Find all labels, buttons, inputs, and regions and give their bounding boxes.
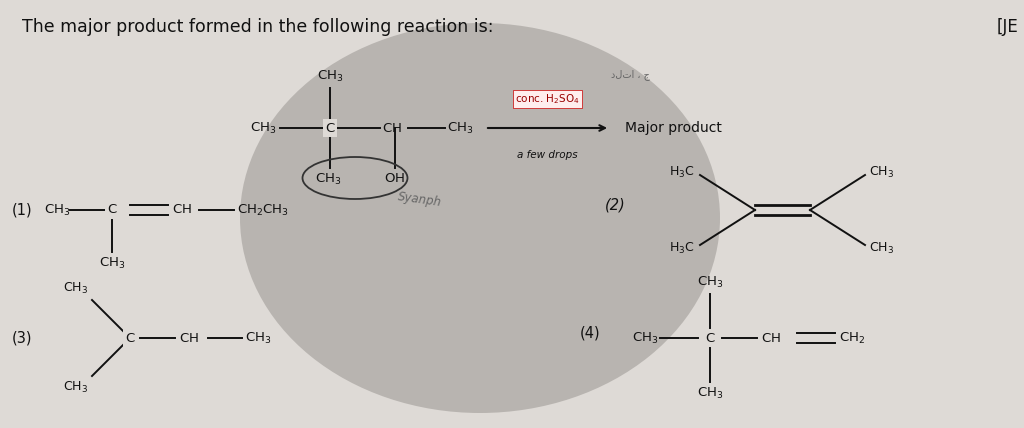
- Text: $\mathdefault{CH_3}$: $\mathdefault{CH_3}$: [314, 172, 341, 187]
- Text: $\mathdefault{CH_3}$: $\mathdefault{CH_3}$: [696, 386, 723, 401]
- Text: C: C: [326, 122, 335, 134]
- Text: $\mathdefault{CH_3}$: $\mathdefault{CH_3}$: [250, 120, 276, 136]
- Text: $\mathdefault{CH_3}$: $\mathdefault{CH_3}$: [98, 256, 125, 271]
- Text: $\mathdefault{CH_3}$: $\mathdefault{CH_3}$: [696, 275, 723, 290]
- Text: C: C: [108, 203, 117, 217]
- Text: (4): (4): [580, 326, 601, 341]
- Text: (2): (2): [605, 197, 626, 212]
- Text: The major product formed in the following reaction is:: The major product formed in the followin…: [22, 18, 494, 36]
- Ellipse shape: [240, 23, 720, 413]
- Text: $\mathdefault{CH_3}$: $\mathdefault{CH_3}$: [316, 69, 343, 84]
- Text: $\mathdefault{CH}$: $\mathdefault{CH}$: [179, 332, 199, 345]
- Text: $\mathdefault{CH_3}$: $\mathdefault{CH_3}$: [245, 330, 271, 345]
- Text: $\mathdefault{CH}$: $\mathdefault{CH}$: [382, 122, 401, 134]
- Text: (1): (1): [12, 202, 33, 217]
- Text: دلتا ، ج: دلتا ، ج: [610, 69, 649, 80]
- Text: $\mathdefault{CH_2CH_3}$: $\mathdefault{CH_2CH_3}$: [237, 202, 289, 217]
- Text: $\mathdefault{CH_3}$: $\mathdefault{CH_3}$: [632, 330, 658, 345]
- Text: Major product: Major product: [625, 121, 722, 135]
- Text: C: C: [706, 332, 715, 345]
- Text: $\mathdefault{CH_3}$: $\mathdefault{CH_3}$: [869, 164, 894, 180]
- Text: $\mathdefault{CH_3}$: $\mathdefault{CH_3}$: [62, 380, 88, 395]
- Text: $\mathdefault{CH_2}$: $\mathdefault{CH_2}$: [839, 330, 865, 345]
- Text: conc. $\mathdefault{H_2SO_4}$: conc. $\mathdefault{H_2SO_4}$: [515, 92, 580, 106]
- Text: $\mathdefault{CH}$: $\mathdefault{CH}$: [761, 332, 781, 345]
- Text: a few drops: a few drops: [517, 150, 578, 160]
- Text: Syanph: Syanph: [397, 190, 442, 209]
- Text: $\mathdefault{CH_3}$: $\mathdefault{CH_3}$: [62, 281, 88, 296]
- Text: [JE: [JE: [996, 18, 1018, 36]
- Text: $\mathdefault{CH_3}$: $\mathdefault{CH_3}$: [869, 241, 894, 256]
- Text: (3): (3): [12, 330, 33, 345]
- Text: $\mathdefault{H_3C}$: $\mathdefault{H_3C}$: [670, 241, 695, 256]
- Text: $\mathdefault{OH}$: $\mathdefault{OH}$: [384, 172, 406, 185]
- Text: C: C: [125, 332, 134, 345]
- Text: $\mathdefault{CH_3}$: $\mathdefault{CH_3}$: [447, 120, 473, 136]
- Text: $\mathdefault{H_3C}$: $\mathdefault{H_3C}$: [670, 164, 695, 180]
- Text: $\mathdefault{CH}$: $\mathdefault{CH}$: [172, 203, 191, 217]
- Text: $\mathdefault{CH_3}$: $\mathdefault{CH_3}$: [44, 202, 70, 217]
